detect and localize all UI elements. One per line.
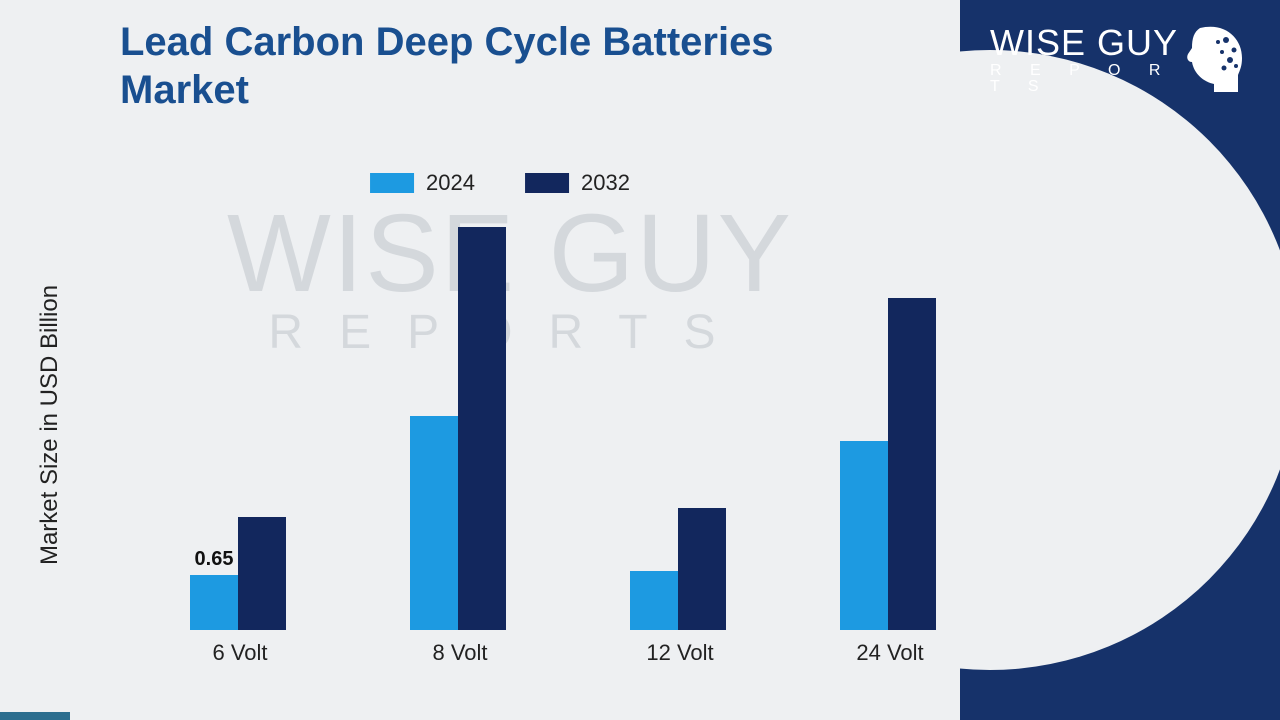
bar-series-a [840, 441, 888, 630]
legend-item-2032: 2032 [525, 170, 630, 196]
brand-logo-text: WISE GUY R E P O R T S [990, 25, 1184, 95]
chart: Market Size in USD Billion 2024 2032 6 V… [60, 170, 940, 680]
bar-series-a [630, 571, 678, 630]
x-axis-label: 24 Volt [856, 640, 923, 666]
bar-series-b [888, 298, 936, 630]
brand-logo-sub: R E P O R T S [990, 63, 1184, 95]
legend-swatch-2024 [370, 173, 414, 193]
brand-head-icon [1180, 20, 1250, 100]
legend-item-2024: 2024 [370, 170, 475, 196]
x-axis-label: 12 Volt [646, 640, 713, 666]
legend-swatch-2032 [525, 173, 569, 193]
legend-label-2024: 2024 [426, 170, 475, 196]
bar-value-label: 0.65 [195, 548, 234, 571]
x-axis-label: 6 Volt [212, 640, 267, 666]
plot-area: 6 Volt0.658 Volt12 Volt24 Volt [120, 210, 940, 630]
x-axis-label: 8 Volt [432, 640, 487, 666]
brand-logo-main: WISE GUY [990, 25, 1184, 61]
legend-label-2032: 2032 [581, 170, 630, 196]
bottom-accent-bar [0, 712, 70, 720]
bar-series-b [458, 227, 506, 630]
legend: 2024 2032 [370, 170, 630, 196]
chart-title: Lead Carbon Deep Cycle Batteries Market [120, 18, 840, 114]
bar-series-b [238, 517, 286, 630]
bar-series-b [678, 508, 726, 630]
y-axis-label: Market Size in USD Billion [36, 285, 64, 565]
bar-series-a [410, 416, 458, 630]
brand-logo: WISE GUY R E P O R T S [990, 20, 1250, 100]
bar-series-a [190, 575, 238, 630]
